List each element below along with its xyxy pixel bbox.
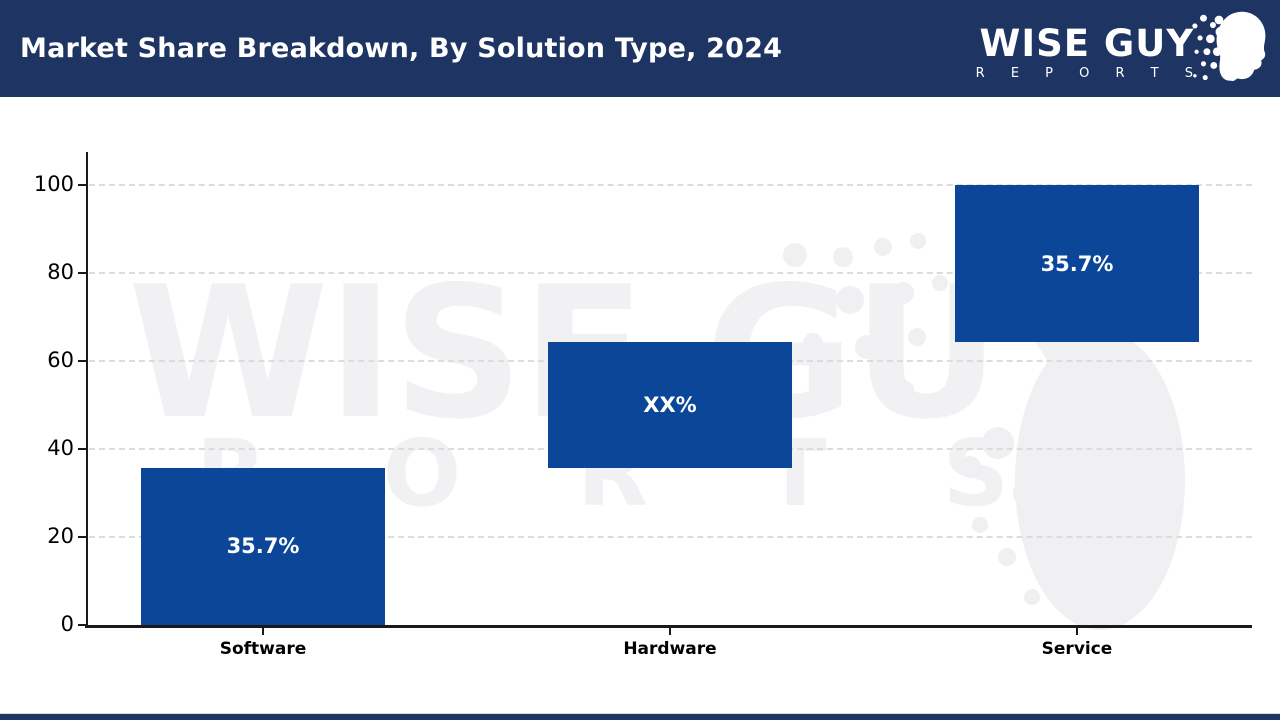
y-tick-label-80: 80	[47, 260, 74, 284]
y-tick-mark-100	[78, 184, 86, 186]
x-tick-label-software: Software	[219, 639, 307, 659]
bar-service: 35.7%	[955, 185, 1199, 343]
gridline-20	[89, 536, 1252, 538]
header-banner: Market Share Breakdown, By Solution Type…	[0, 0, 1280, 97]
y-tick-mark-40	[78, 448, 86, 450]
x-axis-line	[85, 625, 1252, 628]
x-tick-label-service: Service	[1041, 639, 1113, 659]
bar-hardware: XX%	[548, 342, 792, 468]
y-tick-mark-20	[78, 536, 86, 538]
y-axis-line	[86, 152, 88, 628]
wiseguy-logo-text: WISE GUY R E P O R T S	[970, 22, 1204, 81]
x-tick-mark-software	[262, 628, 264, 635]
bar-value-label: 35.7%	[226, 534, 300, 559]
wiseguy-logo: WISE GUY R E P O R T S	[970, 4, 1274, 96]
x-tick-mark-hardware	[669, 628, 671, 635]
y-tick-label-20: 20	[47, 524, 74, 548]
x-tick-mark-service	[1076, 628, 1078, 635]
footer-hairline	[0, 713, 1280, 714]
x-tick-label-hardware: Hardware	[623, 639, 717, 659]
y-tick-mark-60	[78, 360, 86, 362]
y-tick-label-40: 40	[47, 436, 74, 460]
bar-value-label: XX%	[643, 392, 697, 417]
wiseguy-head-icon	[1192, 11, 1266, 81]
gridline-100	[89, 184, 1252, 186]
wiseguy-logo-line2: R E P O R T S	[975, 65, 1204, 81]
page-title: Market Share Breakdown, By Solution Type…	[20, 33, 783, 64]
bar-value-label: 35.7%	[1040, 251, 1114, 276]
wiseguy-logo-line1: WISE GUY	[979, 22, 1195, 66]
footer-bar	[0, 714, 1280, 720]
y-tick-mark-0	[78, 624, 86, 626]
y-tick-label-0: 0	[60, 612, 74, 636]
bar-software: 35.7%	[141, 467, 385, 625]
y-tick-label-100: 100	[33, 172, 74, 196]
gridline-80	[89, 272, 1252, 274]
y-tick-mark-80	[78, 272, 86, 274]
y-tick-label-60: 60	[47, 348, 74, 372]
